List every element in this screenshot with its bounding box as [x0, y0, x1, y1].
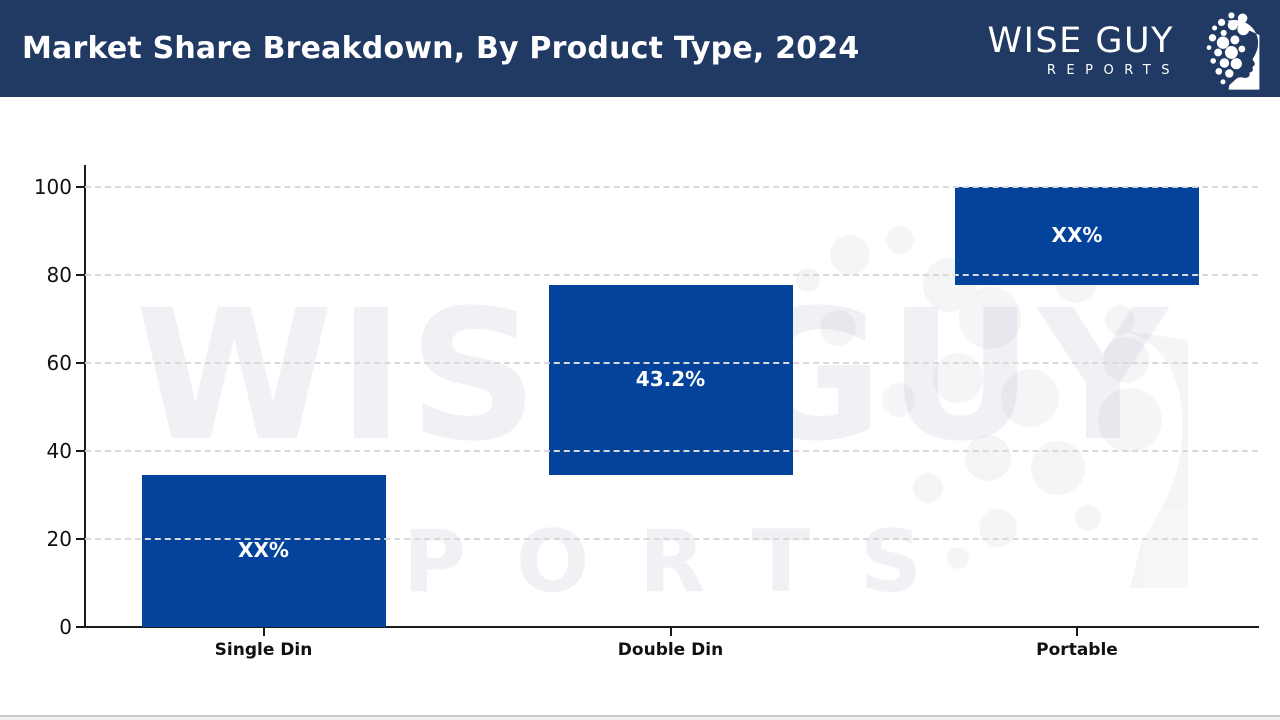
logo-wordmark: WISE GUY	[987, 20, 1174, 61]
bar	[955, 187, 1199, 286]
y-axis-tick	[76, 362, 84, 364]
y-axis-tick-label: 100	[33, 175, 72, 199]
gridline	[85, 450, 1258, 452]
bar-value-label: XX%	[1051, 223, 1103, 248]
x-axis-tick	[669, 628, 672, 636]
x-axis-tick	[1076, 628, 1078, 636]
x-axis-tick-label: Portable	[1036, 640, 1118, 660]
bar-value-label: XX%	[238, 538, 289, 563]
y-axis-tick-label: 80	[46, 263, 72, 287]
brand-logo-text: WISE GUY REPORTS	[987, 21, 1174, 78]
y-axis-tick	[76, 274, 84, 276]
footer-strip	[0, 715, 1280, 720]
bar	[141, 475, 386, 627]
gridline	[85, 274, 1258, 276]
x-axis-tick-label: Double Din	[617, 640, 724, 660]
bar-value-label: 43.2%	[635, 367, 706, 392]
logo-head-icon	[1206, 12, 1260, 90]
gridline	[85, 538, 1258, 540]
y-axis-tick-label: 20	[46, 527, 72, 551]
y-axis-tick	[76, 626, 84, 628]
y-axis-tick-label: 60	[46, 351, 72, 375]
x-axis-tick-label: Single Din	[214, 640, 313, 660]
x-axis-spine	[84, 626, 1259, 628]
page-title: Market Share Breakdown, By Product Type,…	[22, 31, 860, 66]
y-axis-spine	[84, 165, 86, 628]
gridline	[85, 186, 1258, 188]
logo-subtitle: REPORTS	[1046, 62, 1180, 78]
gridline	[85, 362, 1258, 364]
header-band: Market Share Breakdown, By Product Type,…	[0, 0, 1280, 97]
bar	[548, 285, 793, 476]
brand-logo: WISE GUY REPORTS	[987, 8, 1266, 90]
y-axis-tick-label: 0	[59, 615, 72, 639]
y-axis-tick	[76, 538, 84, 540]
x-axis-tick	[262, 628, 265, 636]
y-axis-tick-label: 40	[46, 439, 72, 463]
y-axis-tick	[76, 186, 84, 188]
y-axis-tick	[76, 450, 84, 452]
